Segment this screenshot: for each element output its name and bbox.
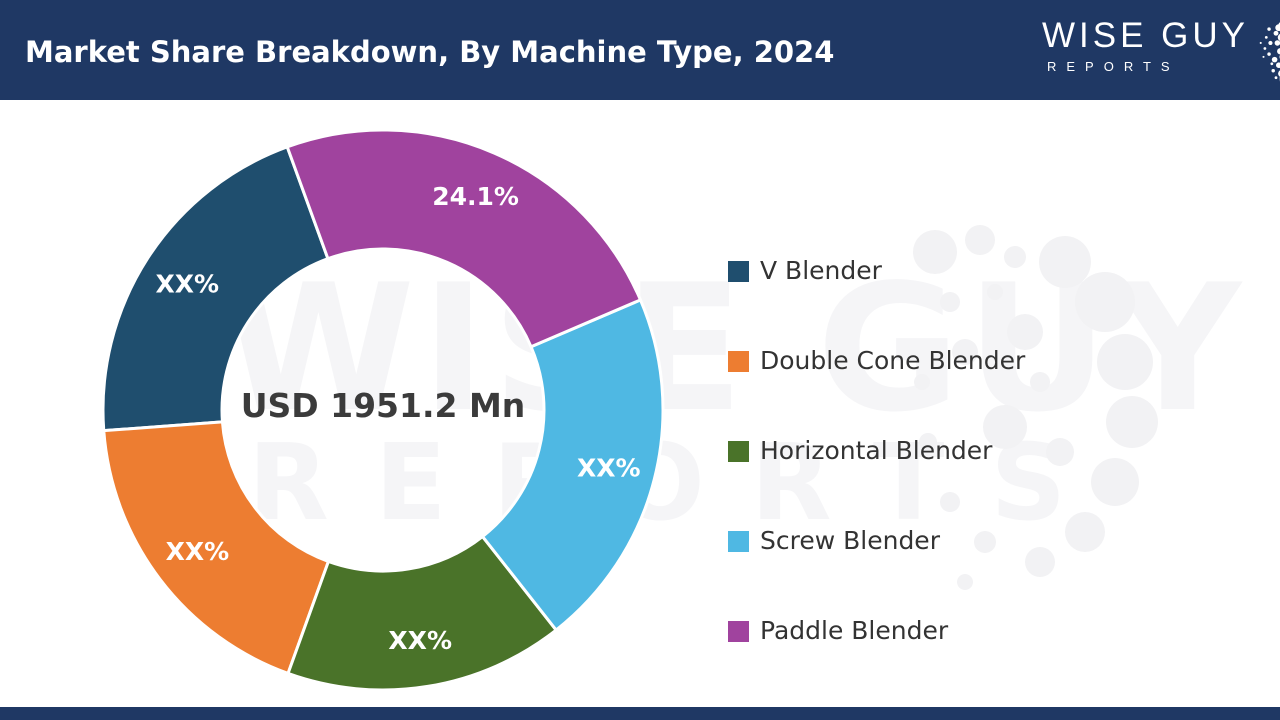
legend-item: Horizontal Blender [728,437,1025,465]
legend-label: Horizontal Blender [760,436,993,465]
chart-center-value: USD 1951.2 Mn [240,386,526,425]
watermark-face-dots [913,225,1158,590]
legend-swatch [728,620,749,642]
pie-slice [102,420,330,675]
legend-label: Double Cone Blender [760,346,1026,375]
slice-label: 24.1% [432,182,519,211]
legend-swatch [728,530,749,552]
pie-slice [285,128,642,349]
wiseguy-logo: WISE GUY REPORTS [1042,16,1280,94]
pie-slice [286,535,558,692]
chart-legend: V Blender Double Cone Blender Horizontal B… [728,257,1025,707]
slice-label: XX% [155,270,219,299]
legend-label: Paddle Blender [760,616,949,645]
slice-label: XX% [577,454,641,483]
legend-item: Paddle Blender [728,617,1025,645]
legend-swatch [728,350,749,372]
logo-text-line2: REPORTS [1047,59,1180,74]
legend-item: V Blender [728,257,1025,285]
logo-text-line1: WISE GUY [1042,16,1250,55]
legend-swatch [728,440,749,462]
footer-bar [0,707,1280,720]
slice-label: XX% [166,537,230,566]
header-bar: Market Share Breakdown, By Machine Type,… [0,0,1280,100]
legend-label: Screw Blender [760,526,940,555]
pie-slice [481,298,665,632]
legend-label: V Blender [760,256,882,285]
page-title: Market Share Breakdown, By Machine Type,… [25,35,835,69]
legend-item: Screw Blender [728,527,1025,555]
logo-face-icon [1259,22,1280,82]
legend-item: Double Cone Blender [728,347,1025,375]
slice-label: XX% [388,626,452,655]
pie-slice [101,145,330,433]
legend-swatch [728,260,749,282]
